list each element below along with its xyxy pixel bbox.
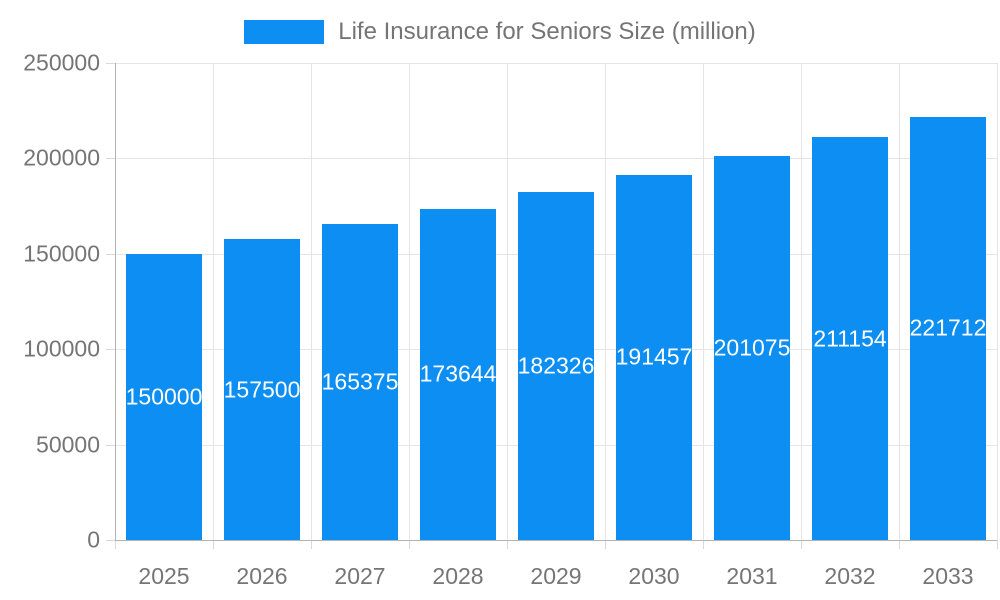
x-tick-label: 2025	[138, 563, 190, 589]
y-tick-label: 250000	[23, 49, 100, 76]
x-gridline	[605, 63, 606, 540]
bar-value-label: 201075	[714, 334, 790, 361]
bar-value-label: 157500	[224, 376, 300, 403]
x-tick-mark	[703, 540, 704, 549]
bar-value-label: 221712	[910, 314, 986, 341]
y-gridline	[115, 63, 997, 64]
y-axis-line	[115, 63, 116, 540]
bar-value-label: 173644	[420, 360, 496, 387]
y-tick-mark	[106, 540, 115, 541]
bar[interactable]: 201075	[714, 156, 790, 540]
x-tick-label: 2026	[236, 563, 288, 589]
y-gridline	[115, 158, 997, 160]
y-tick-mark	[106, 158, 115, 160]
x-tick-mark	[997, 540, 998, 549]
x-tick-mark	[605, 540, 606, 549]
x-tick-label: 2031	[726, 563, 778, 589]
x-gridline	[899, 63, 900, 540]
bar[interactable]: 165375	[322, 224, 398, 540]
x-tick-label: 2032	[824, 563, 876, 589]
x-tick-mark	[899, 540, 900, 549]
bar-value-label: 182326	[518, 352, 594, 379]
y-tick-mark	[106, 253, 115, 255]
y-tick-label: 50000	[36, 431, 100, 458]
bar[interactable]: 191457	[616, 174, 692, 540]
legend-label: Life Insurance for Seniors Size (million…	[338, 18, 756, 45]
y-tick-label: 100000	[23, 335, 100, 362]
x-gridline	[507, 63, 508, 540]
chart-legend[interactable]: Life Insurance for Seniors Size (million…	[0, 18, 1000, 46]
x-tick-label: 2029	[530, 563, 582, 589]
bar[interactable]: 150000	[126, 253, 202, 540]
bar[interactable]: 221712	[910, 116, 986, 540]
bar-value-label: 165375	[322, 368, 398, 395]
bar[interactable]: 157500	[224, 239, 300, 540]
x-tick-label: 2033	[922, 563, 974, 589]
y-tick-label: 0	[87, 526, 100, 553]
y-tick-mark	[106, 349, 115, 351]
x-axis-line	[115, 540, 997, 541]
x-tick-mark	[213, 540, 214, 549]
bar-value-label: 150000	[126, 383, 202, 410]
x-tick-mark	[311, 540, 312, 549]
x-tick-label: 2028	[432, 563, 484, 589]
x-tick-mark	[115, 540, 116, 549]
x-gridline	[213, 63, 214, 540]
bar[interactable]: 173644	[420, 208, 496, 540]
bar-value-label: 211154	[813, 325, 887, 352]
x-gridline	[801, 63, 802, 540]
y-tick-label: 200000	[23, 144, 100, 171]
x-gridline	[311, 63, 312, 540]
y-tick-mark	[106, 444, 115, 446]
bar[interactable]: 211154	[812, 137, 888, 540]
y-tick-mark	[106, 63, 115, 64]
x-tick-label: 2030	[628, 563, 680, 589]
x-gridline	[703, 63, 704, 540]
x-gridline	[997, 63, 998, 540]
y-tick-label: 150000	[23, 240, 100, 267]
x-tick-mark	[801, 540, 802, 549]
x-gridline	[409, 63, 410, 540]
bar-value-label: 191457	[616, 343, 692, 370]
bar[interactable]: 182326	[518, 192, 594, 540]
x-tick-mark	[507, 540, 508, 549]
legend-swatch-icon	[244, 20, 325, 44]
x-tick-mark	[409, 540, 410, 549]
x-tick-label: 2027	[334, 563, 386, 589]
